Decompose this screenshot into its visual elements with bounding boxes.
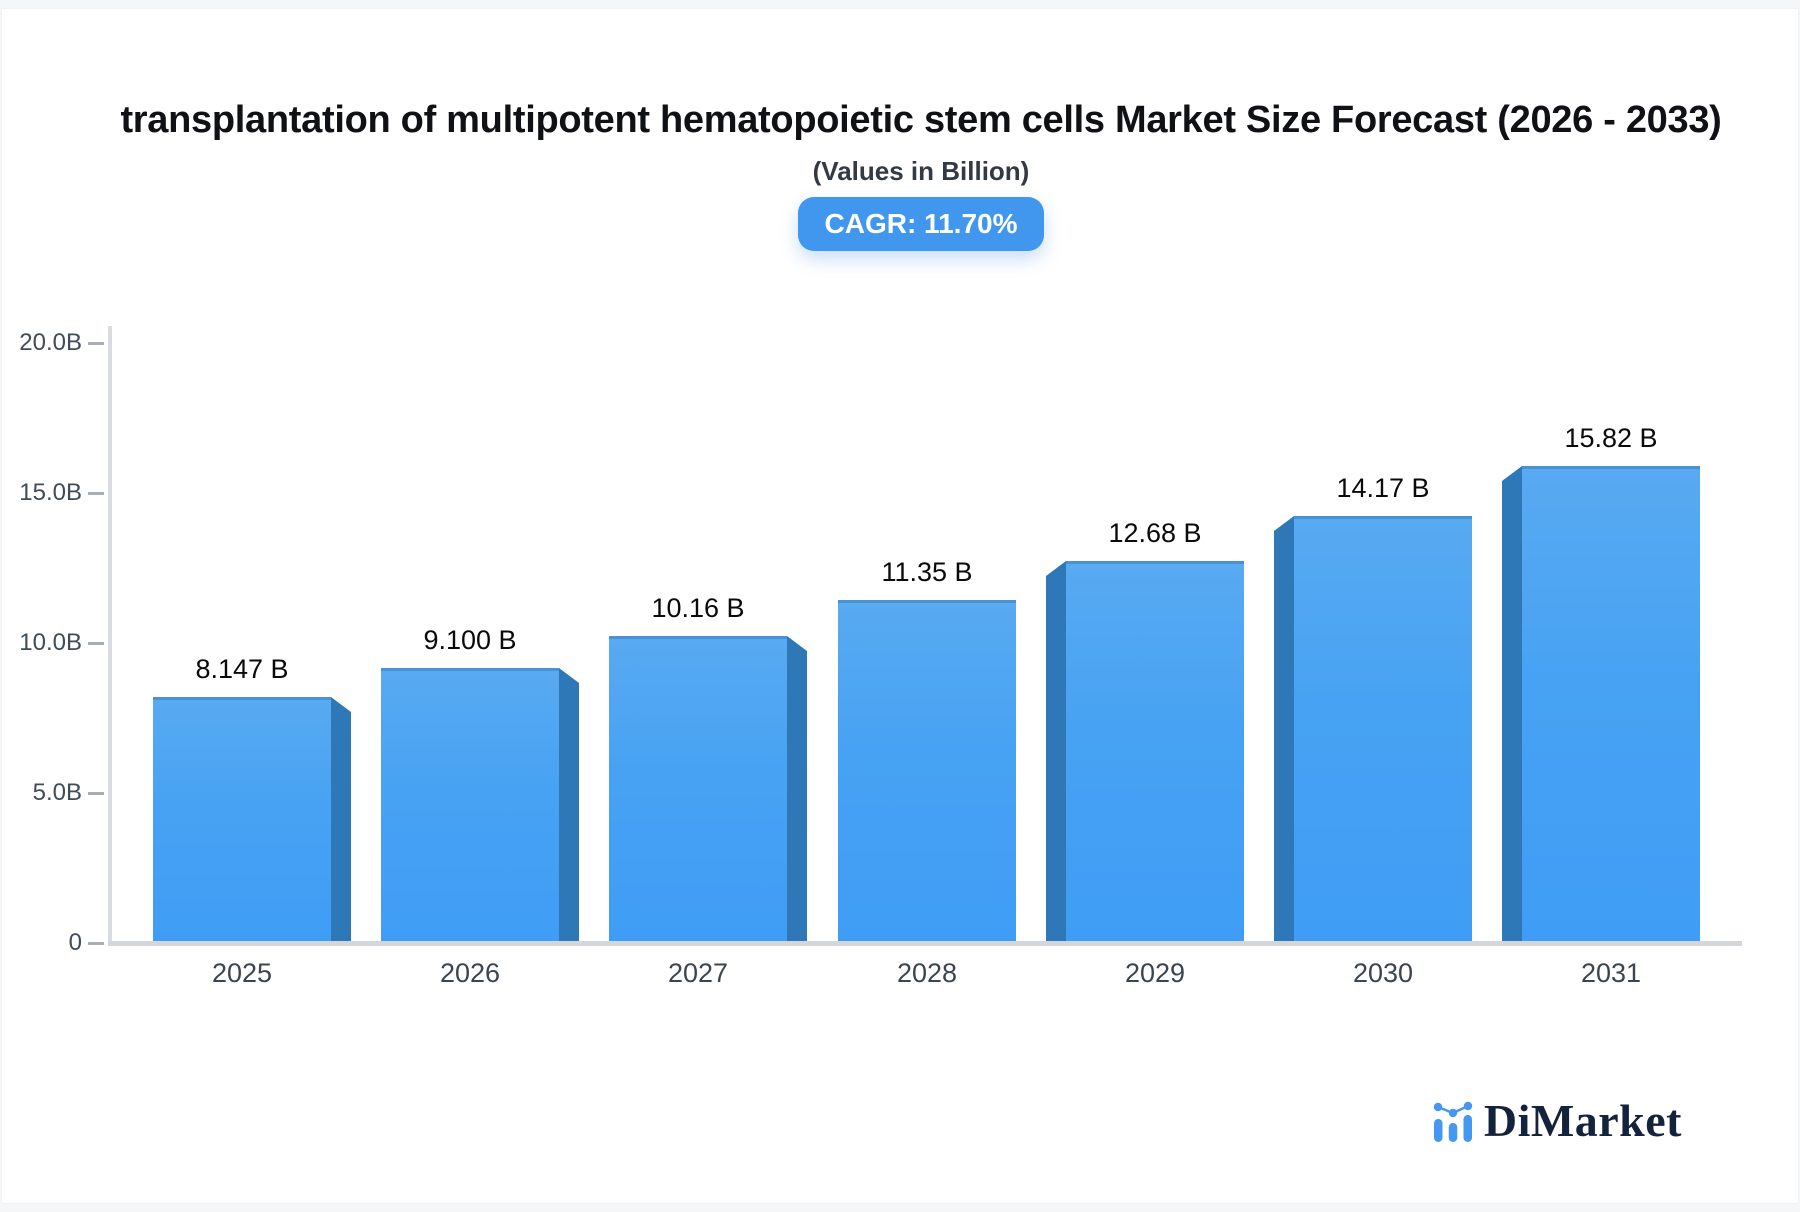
- bar-value-label: 9.100 B: [423, 625, 517, 655]
- y-axis-tick: [88, 942, 104, 945]
- bar-face: [1294, 516, 1472, 941]
- bar-side: [331, 697, 351, 941]
- bar-face: [381, 668, 559, 941]
- x-axis-label: 2029: [1124, 958, 1186, 988]
- y-axis-label: 0: [68, 929, 82, 956]
- y-axis-tick: [88, 642, 104, 645]
- x-axis-label: 2030: [1352, 958, 1414, 988]
- bar-face: [609, 636, 787, 941]
- bar-value-label: 10.16 B: [651, 593, 745, 623]
- bar-value-label: 11.35 B: [881, 557, 973, 587]
- x-axis-baseline: [108, 941, 1742, 946]
- x-axis-label: 2026: [439, 958, 501, 988]
- y-axis-label: 20.0B: [19, 329, 82, 356]
- x-axis-label: 2025: [211, 958, 273, 988]
- bar-chart-logo-icon: [1433, 1101, 1473, 1142]
- logo-text: DiMarket: [1483, 1095, 1682, 1146]
- y-axis-tick: [88, 792, 104, 795]
- y-axis-label: 10.0B: [19, 629, 82, 656]
- x-axis-label: 2031: [1580, 958, 1642, 988]
- y-axis-tick: [88, 492, 104, 495]
- bar-side: [1274, 516, 1294, 941]
- cagr-badge: CAGR: 11.70%: [797, 197, 1045, 251]
- page-title: transplantation of multipotent hematopoi…: [120, 99, 1722, 141]
- bar-value-label: 14.17 B: [1336, 473, 1430, 503]
- y-axis-label: 5.0B: [32, 779, 82, 806]
- chart-subtitle: (Values in Billion): [812, 156, 1030, 186]
- bar-face: [153, 697, 331, 941]
- x-axis-label: 2027: [667, 958, 729, 988]
- bar-side: [1046, 561, 1066, 941]
- x-axis-label: 2028: [896, 958, 958, 988]
- bar-side: [559, 668, 579, 941]
- bar-value-label: 8.147 B: [195, 654, 289, 684]
- bar-face: [1066, 561, 1244, 941]
- bar-face: [838, 600, 1016, 941]
- y-axis-label: 15.0B: [19, 479, 82, 506]
- bar-face: [1522, 466, 1700, 941]
- bar-side: [1502, 466, 1522, 941]
- bar-side: [787, 636, 807, 941]
- chart-heading: transplantation of multipotent hematopoi…: [91, 92, 1751, 251]
- y-axis-line: [108, 326, 112, 946]
- y-axis-tick: [88, 342, 104, 345]
- bar-value-label: 15.82 B: [1564, 423, 1658, 453]
- bar-value-label: 12.68 B: [1108, 518, 1202, 548]
- brand-logo: DiMarket: [1433, 1094, 1682, 1147]
